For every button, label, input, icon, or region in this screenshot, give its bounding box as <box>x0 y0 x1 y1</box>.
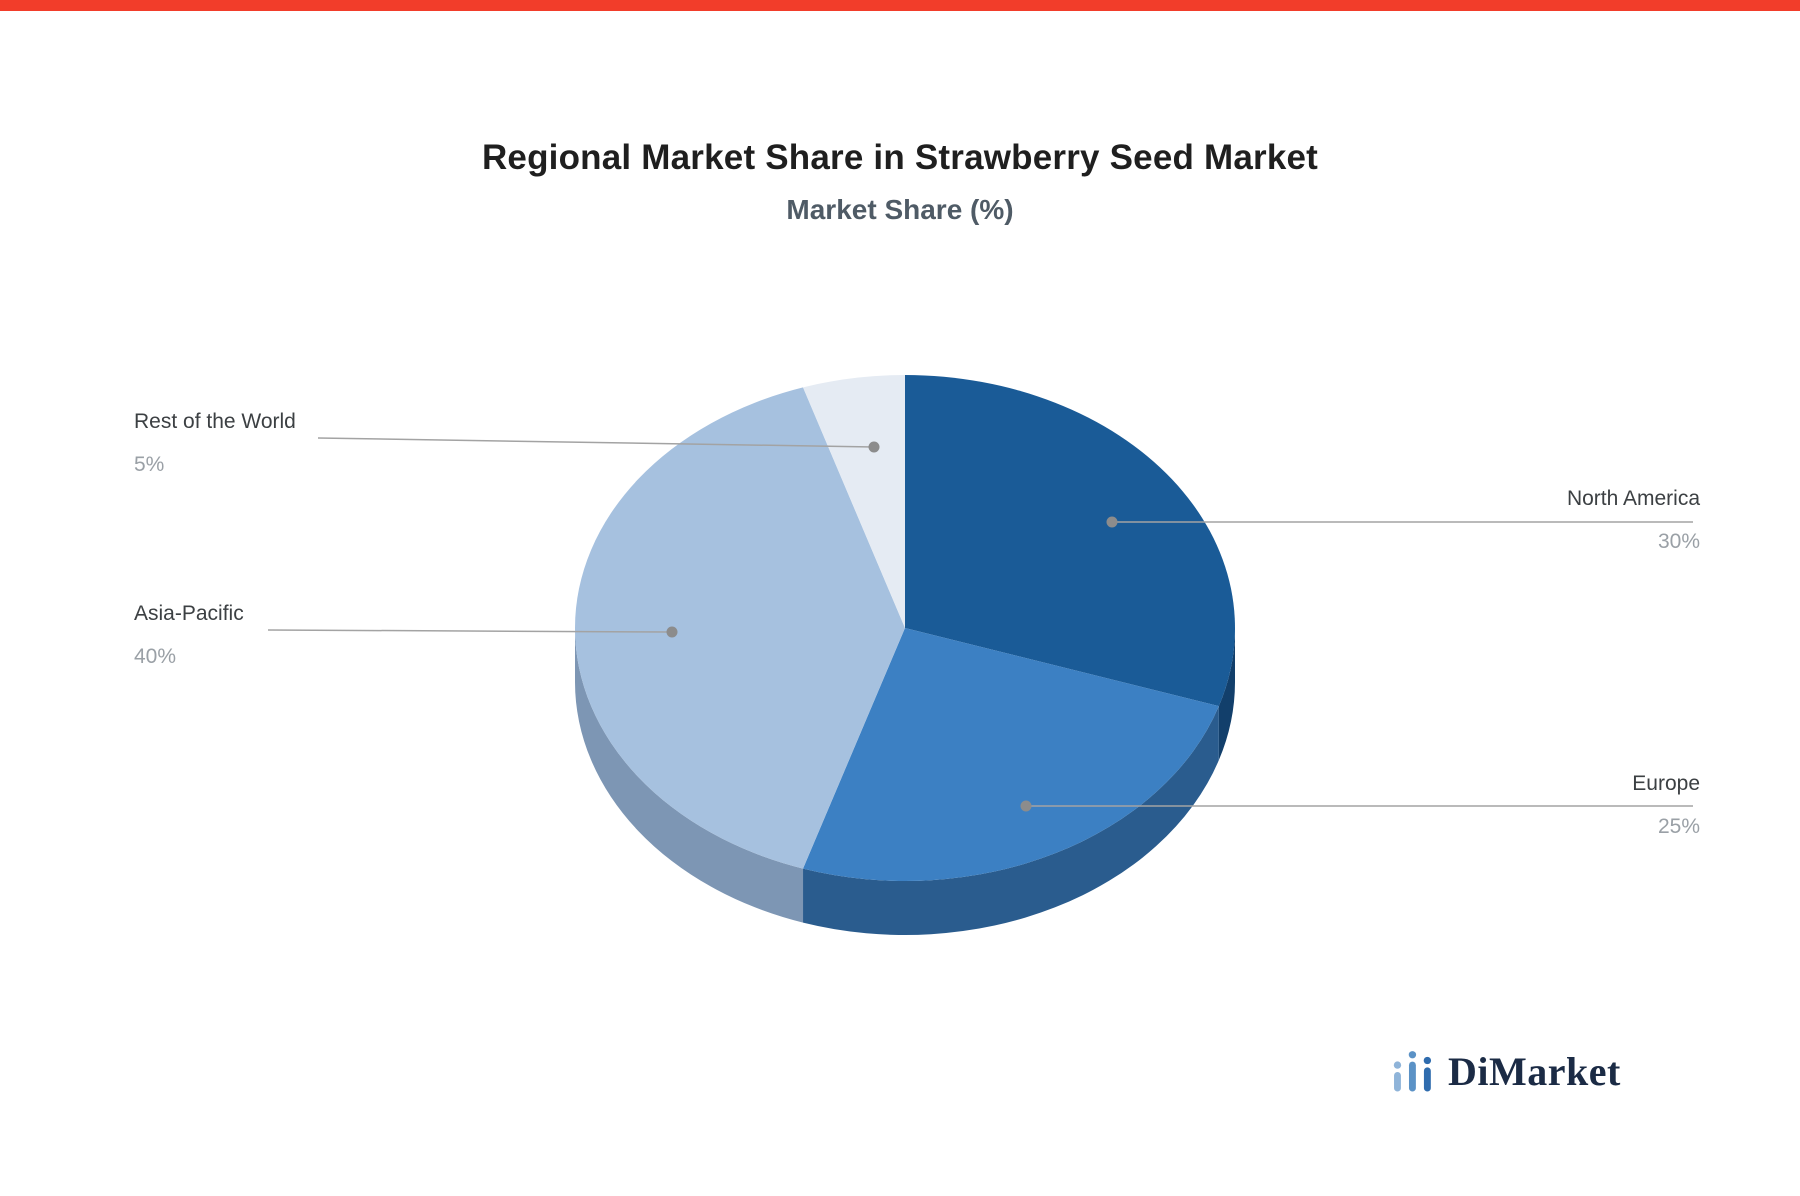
slice-label-asia-pacific: Asia-Pacific 40% <box>134 601 244 670</box>
brand-logo: DiMarket <box>1390 1048 1621 1095</box>
brand-name: DiMarket <box>1448 1049 1621 1094</box>
slice-value-text: 30% <box>1657 530 1700 553</box>
slice-value-text: 25% <box>1657 815 1700 838</box>
bar-chart-icon <box>1393 1050 1432 1092</box>
chart-subtitle: Market Share (%) <box>786 194 1014 225</box>
slice-label-text: Europe <box>1632 772 1700 795</box>
chart-title: Regional Market Share in Strawberry Seed… <box>481 138 1319 177</box>
slice-label-rest-of-world: Rest of the World 5% <box>134 409 296 478</box>
slice-label-north-america: North America 30% <box>1567 486 1700 555</box>
slice-label-text: North America <box>1566 487 1700 510</box>
slice-label-text: Rest of the World <box>134 410 296 433</box>
slice-value-text: 40% <box>134 645 177 668</box>
slice-label-europe: Europe 25% <box>1632 771 1700 840</box>
slice-value-text: 5% <box>134 453 165 476</box>
top-accent-bar <box>0 0 1800 11</box>
slice-label-text: Asia-Pacific <box>134 602 244 625</box>
